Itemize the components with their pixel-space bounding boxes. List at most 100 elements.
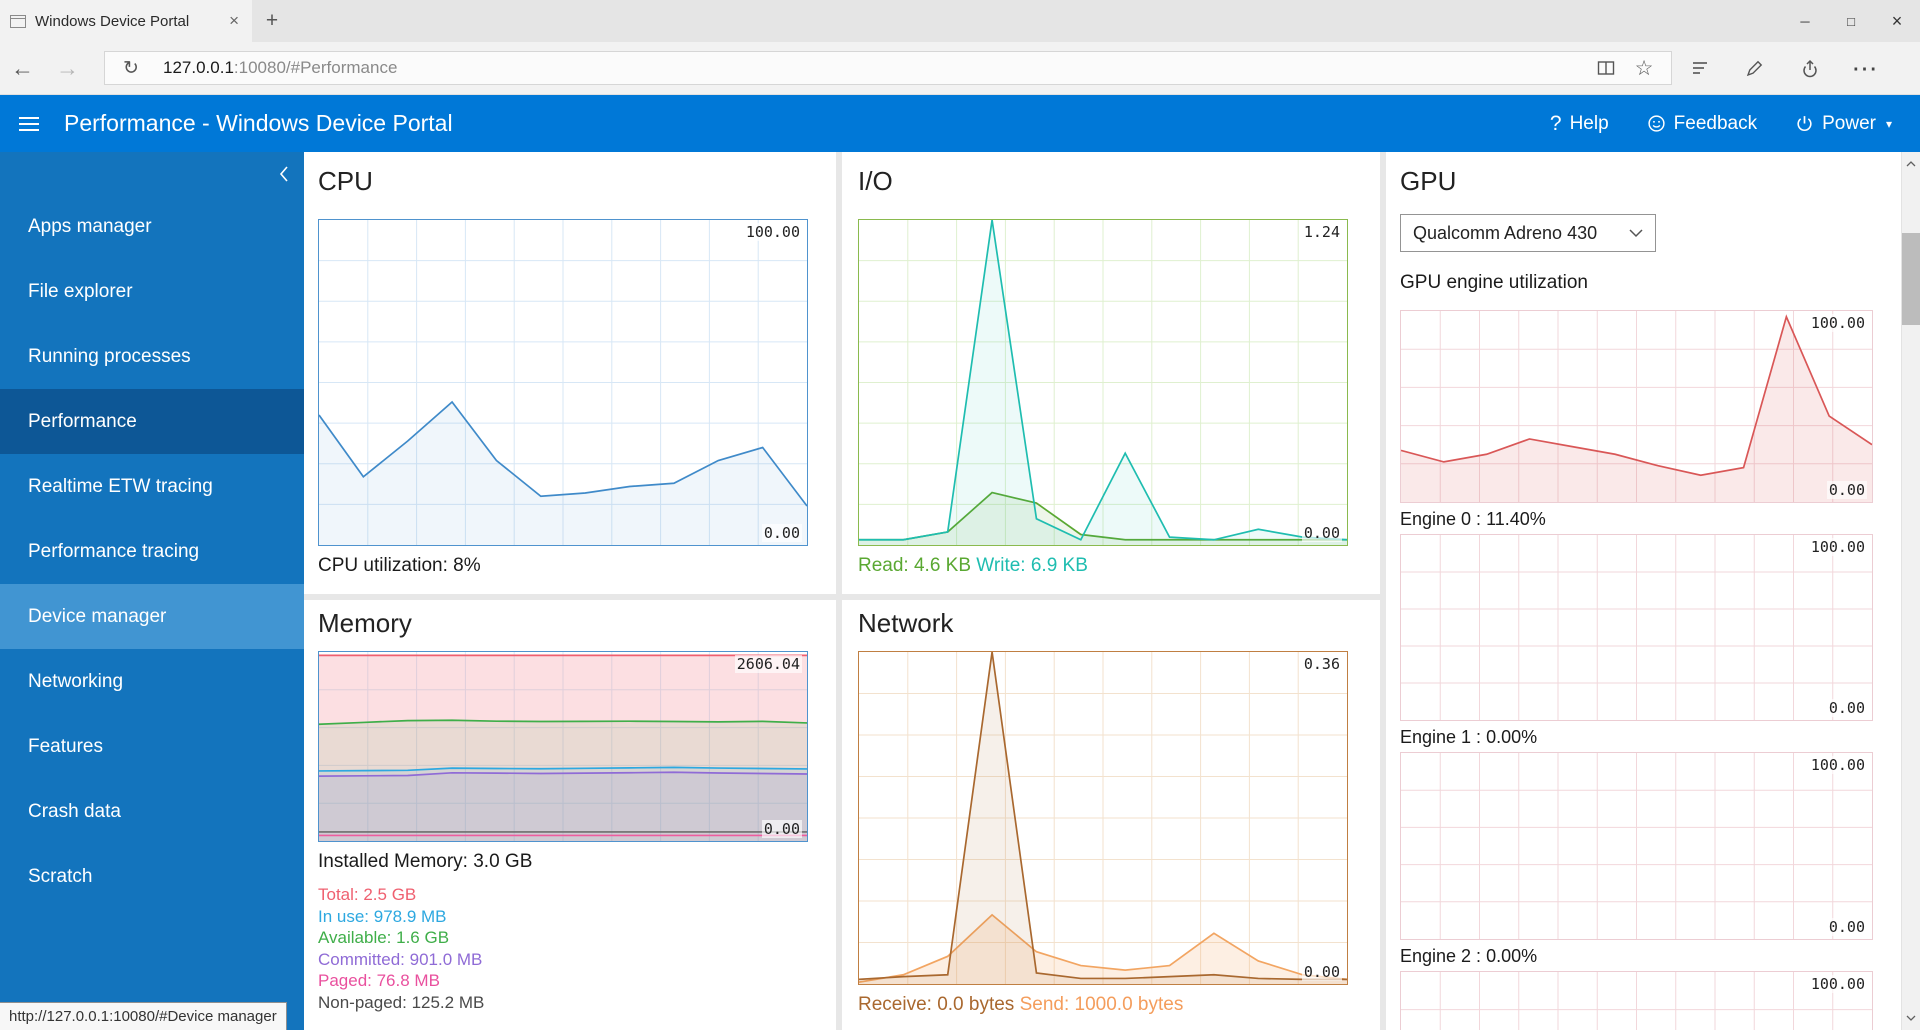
chart-min-label: 0.00 bbox=[1301, 963, 1342, 981]
sidebar-item-file-explorer[interactable]: File explorer bbox=[28, 281, 133, 302]
sidebar-item-device-manager[interactable]: Device manager bbox=[0, 584, 304, 649]
chart-min-label: 0.00 bbox=[1826, 481, 1867, 499]
memory-legend: Total: 2.5 GB In use: 978.9 MB Available: … bbox=[318, 884, 808, 1013]
chart-max-label: 1.24 bbox=[1301, 223, 1342, 241]
caption-part: Read: 4.6 KB bbox=[858, 555, 972, 576]
sidebar-item-crash-data[interactable]: Crash data bbox=[28, 801, 121, 822]
power-caret-icon: ▾ bbox=[1885, 116, 1892, 131]
network-panel: Network 0.36 0.00 Receive: 0.0 bytes Send… bbox=[842, 600, 1380, 1030]
sidebar-item-scratch[interactable]: Scratch bbox=[28, 866, 93, 887]
content-area: CPU 100.00 0.00 CPU utilization: 8% Memor… bbox=[304, 152, 1920, 1030]
scrollbar-down-icon[interactable] bbox=[1902, 1008, 1920, 1028]
gpu-engine3-chart: 100.00 bbox=[1400, 971, 1873, 1030]
chart-max-label: 100.00 bbox=[1808, 756, 1867, 774]
chart-max-label: 100.00 bbox=[1808, 314, 1867, 332]
power-label: Power bbox=[1822, 112, 1876, 134]
gpu-engine2-chart: 100.00 0.00 bbox=[1400, 752, 1873, 940]
forward-button[interactable]: → bbox=[56, 54, 79, 81]
sidebar: Apps manager File explorer Running process… bbox=[0, 152, 304, 1030]
caption-part: Receive: 0.0 bytes bbox=[858, 994, 1015, 1015]
scrollbar-thumb[interactable] bbox=[1902, 233, 1920, 325]
gpu-adapter-value: Qualcomm Adreno 430 bbox=[1413, 222, 1598, 243]
chevron-down-icon bbox=[1629, 228, 1643, 238]
chart-max-label: 100.00 bbox=[1808, 975, 1867, 993]
favorites-star-icon[interactable]: ☆ bbox=[1634, 56, 1654, 80]
scrollbar-up-icon[interactable] bbox=[1902, 154, 1920, 174]
sidebar-menu: Apps manager File explorer Running process… bbox=[0, 152, 304, 909]
chart-max-label: 100.00 bbox=[1808, 538, 1867, 556]
back-button[interactable]: ← bbox=[11, 54, 34, 81]
tab-title: Windows Device Portal bbox=[35, 12, 190, 30]
gpu-engine0-caption: Engine 0 : 11.40% bbox=[1400, 509, 1546, 529]
sidebar-item-performance-tracing[interactable]: Performance tracing bbox=[28, 541, 200, 562]
caption-part: Send: 1000.0 bytes bbox=[1014, 994, 1184, 1015]
memory-legend-item: Paged: 76.8 MB bbox=[318, 971, 440, 990]
chart-max-label: 0.36 bbox=[1301, 655, 1342, 673]
io-panel: I/O 1.24 0.00 Read: 4.6 KB Write: 6.9 KB bbox=[842, 152, 1380, 594]
gpu-engine2-caption: Engine 2 : 0.00% bbox=[1400, 946, 1538, 966]
sidebar-item-networking[interactable]: Networking bbox=[28, 671, 124, 692]
gpu-utilization-label: GPU engine utilization bbox=[1400, 272, 1588, 293]
feedback-button[interactable]: Feedback bbox=[1647, 113, 1757, 135]
web-note-pen-icon[interactable] bbox=[1727, 58, 1782, 78]
memory-legend-item: Non-paged: 125.2 MB bbox=[318, 992, 485, 1012]
cpu-panel: CPU 100.00 0.00 CPU utilization: 8% bbox=[304, 152, 836, 594]
window-maximize-button[interactable]: □ bbox=[1847, 13, 1855, 29]
browser-navbar: ← → ↻ 127.0.0.1:10080/#Performance ☆ ⋯ bbox=[0, 42, 1920, 95]
io-caption: Read: 4.6 KB Write: 6.9 KB bbox=[858, 554, 1348, 578]
network-panel-title: Network bbox=[858, 608, 954, 638]
tab-close-icon[interactable]: × bbox=[229, 11, 239, 30]
url-path: :10080/#Performance bbox=[233, 58, 398, 77]
memory-legend-item: Total: 2.5 GB bbox=[318, 885, 417, 904]
sidebar-item-realtime-etw-tracing[interactable]: Realtime ETW tracing bbox=[28, 476, 213, 497]
memory-caption: Installed Memory: 3.0 GB bbox=[318, 851, 533, 872]
chart-min-label: 0.00 bbox=[761, 524, 802, 542]
refresh-icon[interactable]: ↻ bbox=[123, 57, 139, 79]
tab-favicon-icon bbox=[10, 14, 26, 28]
caption-part: Write: 6.9 KB bbox=[971, 555, 1088, 576]
sidebar-item-features[interactable]: Features bbox=[28, 736, 103, 757]
url-host: 127.0.0.1 bbox=[163, 58, 234, 77]
window-minimize-button[interactable]: ─ bbox=[1800, 13, 1810, 29]
cpu-panel-title: CPU bbox=[318, 166, 373, 196]
gpu-adapter-select[interactable]: Qualcomm Adreno 430 bbox=[1400, 214, 1656, 252]
memory-panel-title: Memory bbox=[318, 608, 412, 638]
chart-min-label: 0.00 bbox=[761, 820, 802, 838]
gpu-engine0-chart: 100.00 0.00 bbox=[1400, 310, 1873, 503]
status-link-tooltip: http://127.0.0.1:10080/#Device manager bbox=[0, 1002, 287, 1030]
help-label: Help bbox=[1569, 112, 1609, 134]
feedback-smiley-icon bbox=[1647, 114, 1666, 133]
new-tab-button[interactable]: + bbox=[265, 9, 279, 32]
sidebar-item-apps-manager[interactable]: Apps manager bbox=[28, 216, 152, 237]
menu-icon[interactable] bbox=[0, 116, 58, 131]
share-icon[interactable] bbox=[1782, 58, 1837, 78]
main-area: Apps manager File explorer Running process… bbox=[0, 152, 1920, 1030]
chart-min-label: 0.00 bbox=[1301, 524, 1342, 542]
reading-view-icon[interactable] bbox=[1587, 58, 1625, 78]
tab-bar: Windows Device Portal × + ─ □ × bbox=[0, 0, 1920, 42]
io-panel-title: I/O bbox=[858, 166, 893, 196]
gpu-panel: GPU Qualcomm Adreno 430 GPU engine utili… bbox=[1386, 152, 1901, 1030]
page-scrollbar[interactable] bbox=[1901, 152, 1920, 1030]
help-icon: ? bbox=[1549, 111, 1562, 135]
sidebar-item-running-processes[interactable]: Running processes bbox=[28, 346, 191, 367]
gpu-panel-title: GPU bbox=[1400, 166, 1457, 196]
window-close-button[interactable]: × bbox=[1891, 10, 1903, 31]
memory-legend-item: Available: 1.6 GB bbox=[318, 928, 450, 947]
feedback-label: Feedback bbox=[1673, 112, 1758, 134]
memory-legend-item: Committed: 901.0 MB bbox=[318, 949, 483, 969]
cpu-chart: 100.00 0.00 bbox=[318, 219, 808, 546]
gpu-engine1-chart: 100.00 0.00 bbox=[1400, 534, 1873, 721]
url-text[interactable]: 127.0.0.1:10080/#Performance bbox=[163, 58, 1587, 78]
collapse-sidebar-icon[interactable] bbox=[278, 164, 290, 184]
sidebar-item-performance[interactable]: Performance bbox=[0, 389, 304, 454]
browser-tab[interactable]: Windows Device Portal × bbox=[0, 0, 252, 42]
hub-icon[interactable] bbox=[1672, 58, 1727, 78]
help-button[interactable]: ? Help bbox=[1550, 112, 1609, 136]
chart-min-label: 0.00 bbox=[1826, 918, 1867, 936]
chart-max-label: 2606.04 bbox=[734, 655, 802, 673]
power-button[interactable]: Power ▾ bbox=[1795, 113, 1892, 135]
address-bar[interactable]: ↻ 127.0.0.1:10080/#Performance ☆ bbox=[104, 51, 1672, 85]
more-actions-icon[interactable]: ⋯ bbox=[1851, 52, 1878, 83]
gpu-engine1-caption: Engine 1 : 0.00% bbox=[1400, 727, 1538, 747]
